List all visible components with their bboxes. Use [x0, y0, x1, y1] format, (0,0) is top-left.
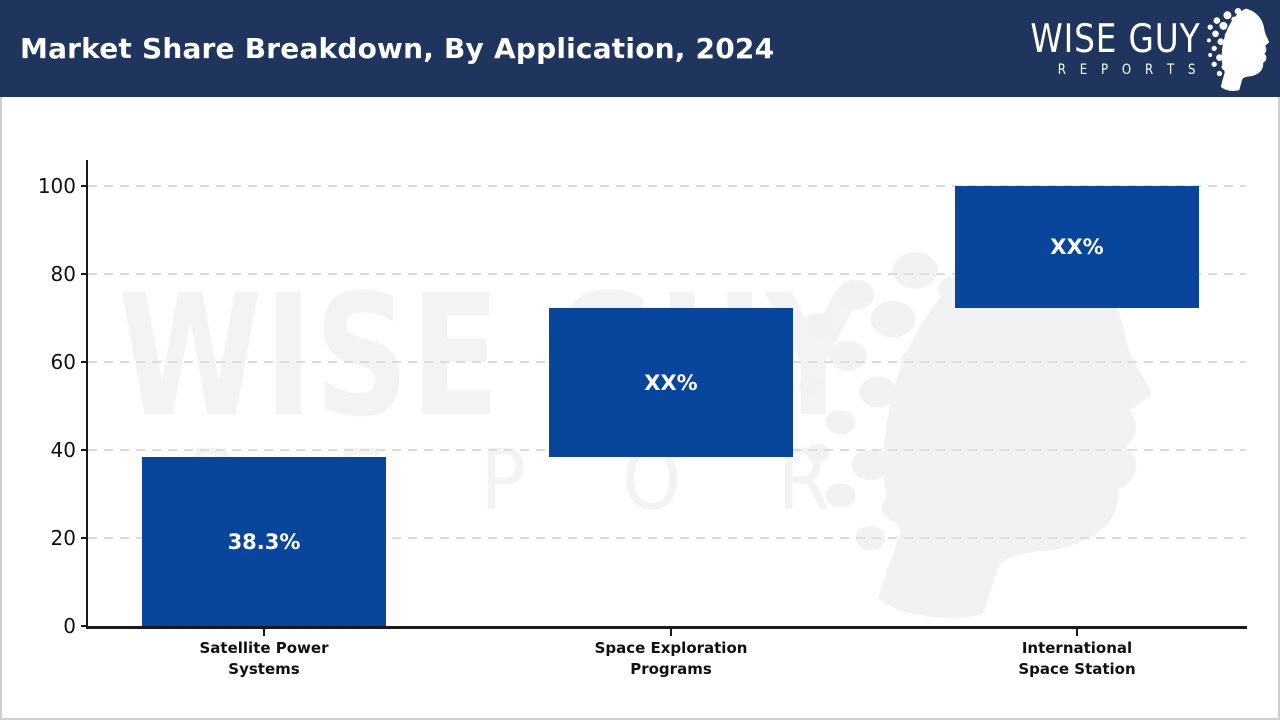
x-category-label: Space Exploration Programs — [549, 638, 793, 680]
y-tick-mark — [81, 273, 88, 275]
bar-segment: XX% — [549, 307, 793, 458]
y-axis-line — [86, 160, 88, 628]
bar-segment: 38.3% — [142, 457, 386, 626]
y-tick-label: 100 — [37, 174, 76, 198]
bar-segment: XX% — [955, 186, 1199, 308]
y-tick-label: 40 — [50, 438, 76, 462]
y-tick-mark — [81, 185, 88, 187]
x-category-label-line: International — [1021, 639, 1133, 657]
x-axis-line — [86, 626, 1247, 629]
logo-subtext: R E P O R T S — [1057, 62, 1200, 79]
x-tick-mark — [1076, 627, 1078, 636]
x-category-label-line: Satellite Power — [199, 639, 329, 657]
x-category-label-line: Space Station — [1018, 660, 1136, 678]
x-tick-mark — [263, 627, 265, 636]
bar-value-label: XX% — [644, 370, 698, 395]
gridline — [88, 185, 1246, 187]
logo-face-icon — [1204, 6, 1272, 92]
header: Market Share Breakdown, By Application, … — [0, 0, 1280, 97]
page-title: Market Share Breakdown, By Application, … — [20, 32, 775, 65]
brand-logo-text: WISE GUY R E P O R T S — [1029, 16, 1200, 79]
x-category-label-line: Systems — [228, 660, 300, 678]
x-category-label-line: Space Exploration — [594, 639, 748, 657]
bar-value-label: 38.3% — [227, 529, 301, 554]
y-tick-label: 0 — [63, 614, 76, 638]
y-tick-mark — [81, 625, 88, 627]
y-tick-label: 20 — [50, 526, 76, 550]
y-tick-mark — [81, 361, 88, 363]
y-tick-mark — [81, 449, 88, 451]
x-category-label: Satellite Power Systems — [142, 638, 386, 680]
y-tick-label: 80 — [50, 262, 76, 286]
x-category-label: International Space Station — [955, 638, 1199, 680]
y-tick-label: 60 — [50, 350, 76, 374]
gridline — [88, 537, 1246, 539]
bar-value-label: XX% — [1050, 234, 1104, 259]
y-tick-mark — [81, 537, 88, 539]
brand-logo: WISE GUY R E P O R T S — [998, 4, 1272, 94]
logo-wordmark: WISE GUY — [1029, 16, 1200, 62]
gridline — [88, 273, 1246, 275]
x-tick-mark — [670, 627, 672, 636]
x-category-label-line: Programs — [630, 660, 712, 678]
